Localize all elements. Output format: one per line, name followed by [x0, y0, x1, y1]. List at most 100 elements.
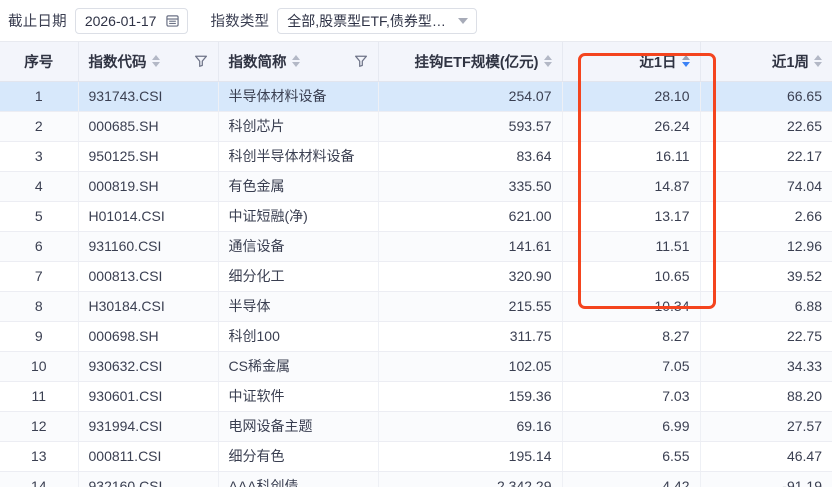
table-body: 1 931743.CSI 半导体材料设备 254.07 28.10 66.65 2 00068… — [0, 81, 832, 487]
cell-name: 科创100 — [218, 321, 379, 352]
column-header-name[interactable]: 指数简称 — [218, 42, 379, 82]
column-header-label-scale: 挂钩ETF规模(亿元) — [414, 54, 539, 71]
table-row[interactable]: 2 000685.SH 科创芯片 593.57 26.24 22.65 — [0, 111, 832, 142]
cell-idx: 5 — [0, 201, 79, 232]
cell-w1: 22.75 — [700, 321, 832, 352]
table-row[interactable]: 10 930632.CSI CS稀金属 102.05 7.05 34.33 — [0, 351, 832, 382]
cell-code: 930632.CSI — [78, 351, 219, 382]
filter-toolbar: 截止日期 2026-01-17 指数类型 全部,股票型ETF,债券型… — [0, 0, 832, 41]
table-header-row: 序号 指数代码 指数简称 挂钩ETF规模(亿元) 近1日 近1周 — [0, 42, 832, 82]
cell-w1: 74.04 — [700, 171, 832, 202]
cell-scale: 320.90 — [378, 261, 563, 292]
cell-scale: 593.57 — [378, 111, 563, 142]
table-row[interactable]: 13 000811.CSI 细分有色 195.14 6.55 46.47 — [0, 441, 832, 472]
table-row[interactable]: 4 000819.SH 有色金属 335.50 14.87 74.04 — [0, 171, 832, 202]
cell-idx: 10 — [0, 351, 79, 382]
cell-name: AAA科创债 — [218, 471, 379, 487]
cell-w1: 2.66 — [700, 201, 832, 232]
cell-name: 有色金属 — [218, 171, 379, 202]
column-header-w1[interactable]: 近1周 — [700, 42, 832, 82]
cell-idx: 2 — [0, 111, 79, 142]
cell-idx: 3 — [0, 141, 79, 172]
cell-code: H01014.CSI — [78, 201, 219, 232]
cell-code: 000685.SH — [78, 111, 219, 142]
cell-idx: 12 — [0, 411, 79, 442]
cell-code: 930601.CSI — [78, 381, 219, 412]
column-header-label-name: 指数简称 — [228, 54, 287, 71]
column-header-code[interactable]: 指数代码 — [78, 42, 219, 82]
filter-code-icon[interactable] — [194, 54, 208, 68]
sort-toggle-w1-icon[interactable] — [814, 55, 822, 68]
cell-name: 科创芯片 — [218, 111, 379, 142]
calendar-icon — [166, 15, 180, 27]
cell-d1: 6.99 — [562, 411, 701, 442]
table-row[interactable]: 11 930601.CSI 中证软件 159.36 7.03 88.20 — [0, 381, 832, 412]
table-row[interactable]: 9 000698.SH 科创100 311.75 8.27 22.75 — [0, 321, 832, 352]
index-table-container[interactable]: 序号 指数代码 指数简称 挂钩ETF规模(亿元) 近1日 近1周 1 931743.CSI 半… — [0, 41, 832, 487]
index-type-select[interactable]: 全部,股票型ETF,债券型… — [277, 7, 478, 34]
cell-idx: 9 — [0, 321, 79, 352]
cell-w1: 39.52 — [700, 261, 832, 292]
cell-scale: 2,342.29 — [378, 471, 563, 487]
cell-w1: 88.20 — [700, 381, 832, 412]
cell-idx: 13 — [0, 441, 79, 472]
date-filter-label: 截止日期 — [8, 14, 67, 30]
date-picker-value: 2026-01-17 — [84, 12, 157, 29]
sort-toggle-scale-icon[interactable] — [543, 55, 552, 68]
cell-scale: 159.36 — [378, 381, 563, 412]
cell-w1: 12.96 — [700, 231, 832, 262]
cell-idx: 7 — [0, 261, 79, 292]
filter-name-icon[interactable] — [354, 54, 368, 68]
cell-code: 931743.CSI — [78, 81, 219, 112]
cell-scale: 335.50 — [378, 171, 563, 202]
cell-d1: 10.65 — [562, 261, 701, 292]
cell-d1: 26.24 — [562, 111, 701, 142]
cell-name: 半导体 — [218, 291, 379, 322]
cell-name: CS稀金属 — [218, 351, 379, 382]
cell-w1: 22.17 — [700, 141, 832, 172]
cell-d1: 7.05 — [562, 351, 701, 382]
column-header-label-code: 指数代码 — [88, 54, 147, 71]
date-picker-input[interactable]: 2026-01-17 — [74, 7, 189, 34]
cell-idx: 1 — [0, 81, 79, 112]
table-row[interactable]: 12 931994.CSI 电网设备主题 69.16 6.99 27.57 — [0, 411, 832, 442]
cell-d1: 10.34 — [562, 291, 701, 322]
cell-w1: 6.88 — [700, 291, 832, 322]
cell-idx: 14 — [0, 471, 79, 487]
chevron-down-icon — [458, 17, 469, 24]
cell-d1: 13.17 — [562, 201, 701, 232]
table-row[interactable]: 1 931743.CSI 半导体材料设备 254.07 28.10 66.65 — [0, 81, 832, 112]
cell-name: 细分化工 — [218, 261, 379, 292]
table-row[interactable]: 7 000813.CSI 细分化工 320.90 10.65 39.52 — [0, 261, 832, 292]
cell-code: 000811.CSI — [78, 441, 219, 472]
table-row[interactable]: 14 932160.CSI AAA科创债 2,342.29 4.42 -91.19 — [0, 471, 832, 487]
sort-toggle-code-icon[interactable] — [151, 55, 160, 68]
cell-scale: 195.14 — [378, 441, 563, 472]
cell-scale: 215.55 — [378, 291, 563, 322]
cell-w1: -91.19 — [700, 471, 832, 487]
table-row[interactable]: 8 H30184.CSI 半导体 215.55 10.34 6.88 — [0, 291, 832, 322]
table-row[interactable]: 5 H01014.CSI 中证短融(净) 621.00 13.17 2.66 — [0, 201, 832, 232]
cell-name: 中证短融(净) — [218, 201, 379, 232]
cell-name: 半导体材料设备 — [218, 81, 379, 112]
cell-idx: 11 — [0, 381, 79, 412]
cell-code: 932160.CSI — [78, 471, 219, 487]
cell-idx: 4 — [0, 171, 79, 202]
sort-toggle-d1-icon[interactable] — [681, 55, 690, 68]
cell-code: 931160.CSI — [78, 231, 219, 262]
cell-scale: 102.05 — [378, 351, 563, 382]
cell-d1: 8.27 — [562, 321, 701, 352]
cell-code: 000813.CSI — [78, 261, 219, 292]
cell-name: 通信设备 — [218, 231, 379, 262]
table-row[interactable]: 3 950125.SH 科创半导体材料设备 83.64 16.11 22.17 — [0, 141, 832, 172]
sort-toggle-name-icon[interactable] — [291, 55, 300, 68]
table-row[interactable]: 6 931160.CSI 通信设备 141.61 11.51 12.96 — [0, 231, 832, 262]
column-header-d1[interactable]: 近1日 — [562, 42, 701, 82]
cell-w1: 34.33 — [700, 351, 832, 382]
cell-idx: 8 — [0, 291, 79, 322]
column-header-label-d1: 近1日 — [639, 54, 677, 71]
column-header-scale[interactable]: 挂钩ETF规模(亿元) — [378, 42, 563, 82]
cell-code: 000819.SH — [78, 171, 219, 202]
cell-scale: 83.64 — [378, 141, 563, 172]
cell-name: 细分有色 — [218, 441, 379, 472]
